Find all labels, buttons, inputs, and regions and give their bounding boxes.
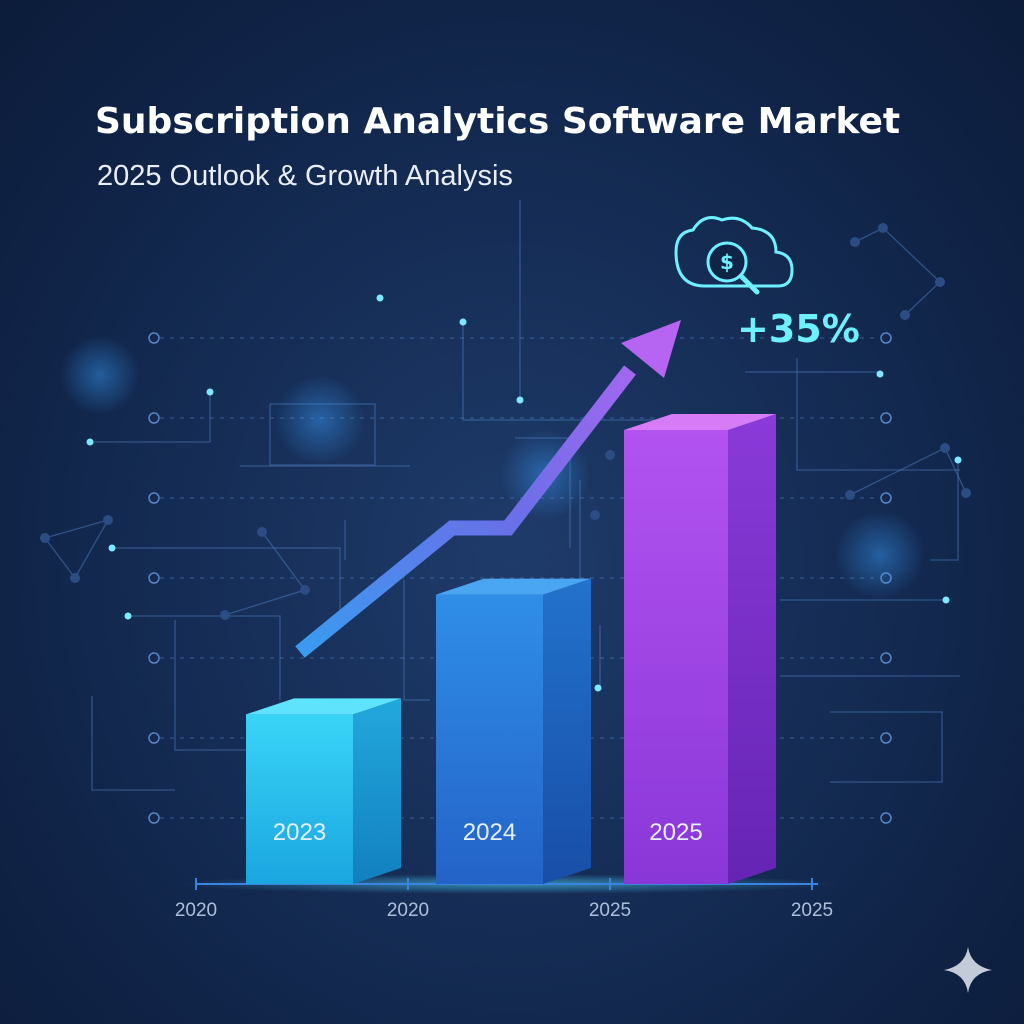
bar-group: 2023 2024 2025 bbox=[246, 414, 776, 884]
bar-front bbox=[624, 430, 728, 884]
network-node bbox=[845, 490, 855, 500]
chart-title: Subscription Analytics Software Market bbox=[95, 101, 901, 142]
network-link bbox=[43, 518, 110, 580]
network-link bbox=[854, 227, 941, 316]
circuit-node bbox=[880, 732, 892, 744]
bar-2023: 2023 bbox=[246, 698, 401, 884]
circuit-dot bbox=[124, 612, 132, 620]
circuit-trace bbox=[830, 711, 943, 783]
circuit-node bbox=[148, 412, 160, 424]
x-tick-label: 2020 bbox=[175, 900, 217, 921]
circuit-node bbox=[880, 412, 892, 424]
growth-arrow-line bbox=[295, 365, 636, 658]
bar-top bbox=[436, 578, 591, 595]
circuit-dot bbox=[376, 294, 384, 302]
network-node bbox=[850, 237, 860, 247]
network-node bbox=[935, 277, 945, 287]
circuit-node bbox=[148, 732, 160, 744]
circuit-dot bbox=[876, 370, 884, 378]
glow-spot bbox=[60, 335, 140, 415]
chart-subtitle: 2025 Outlook & Growth Analysis bbox=[97, 160, 513, 192]
sparkle-icon bbox=[944, 947, 992, 993]
circuit-dot bbox=[459, 318, 467, 326]
network-node bbox=[605, 450, 615, 460]
bar-front bbox=[246, 714, 353, 884]
bar-2025: 2025 bbox=[624, 414, 776, 884]
bar-top bbox=[624, 414, 776, 430]
network-node bbox=[220, 610, 230, 620]
circuit-node bbox=[148, 652, 160, 664]
circuit-node bbox=[148, 812, 160, 824]
circuit-node bbox=[148, 332, 160, 344]
network-node bbox=[878, 223, 888, 233]
bar-side bbox=[353, 698, 401, 884]
network-node bbox=[300, 585, 310, 595]
circuit-node bbox=[148, 492, 160, 504]
circuit-dot bbox=[108, 544, 116, 552]
bar-label: 2024 bbox=[463, 819, 516, 846]
bar-label: 2025 bbox=[649, 819, 702, 846]
x-tick-label: 2025 bbox=[589, 900, 631, 921]
circuit-trace bbox=[112, 547, 341, 610]
circuit-node bbox=[880, 332, 892, 344]
bar-side bbox=[543, 578, 591, 884]
circuit-trace bbox=[91, 696, 175, 791]
circuit-trace bbox=[128, 615, 281, 700]
network-node bbox=[940, 443, 950, 453]
circuit-node bbox=[880, 812, 892, 824]
circuit-dot bbox=[206, 388, 214, 396]
circuit-trace bbox=[796, 358, 960, 471]
growth-label: +35% bbox=[737, 307, 860, 351]
bar-2024: 2024 bbox=[436, 578, 591, 884]
circuit-trace bbox=[462, 322, 700, 421]
network-link bbox=[849, 447, 967, 496]
cloud-dollar-search-icon: $ bbox=[674, 216, 794, 295]
circuit-trace bbox=[930, 460, 959, 561]
bar-top bbox=[246, 698, 401, 715]
network-link bbox=[224, 531, 307, 616]
growth-arrow-head bbox=[621, 320, 681, 378]
bar-side bbox=[728, 414, 776, 884]
circuit-dot bbox=[516, 396, 524, 404]
circuit-trace bbox=[90, 392, 211, 443]
network-node bbox=[103, 515, 113, 525]
glow-spot bbox=[835, 510, 925, 600]
circuit-trace bbox=[403, 580, 430, 701]
circuit-dot bbox=[86, 438, 94, 446]
network-node bbox=[900, 310, 910, 320]
circuit-node bbox=[880, 492, 892, 504]
bar-label: 2023 bbox=[273, 819, 326, 846]
network-node bbox=[70, 573, 80, 583]
circuit-dot bbox=[594, 684, 602, 692]
network-node bbox=[257, 527, 267, 537]
circuit-dot bbox=[942, 596, 950, 604]
bar-front bbox=[436, 594, 543, 884]
network-node bbox=[40, 533, 50, 543]
x-axis-ticks: 2020 2020 2025 2025 bbox=[175, 878, 833, 921]
circuit-node bbox=[148, 572, 160, 584]
x-tick-label: 2025 bbox=[791, 900, 833, 921]
dollar-glyph: $ bbox=[720, 250, 734, 274]
glow-spot bbox=[275, 375, 365, 465]
network-node bbox=[590, 510, 600, 520]
circuit-dot bbox=[954, 456, 962, 464]
network-node bbox=[961, 488, 971, 498]
circuit-trace bbox=[174, 620, 270, 751]
x-tick-label: 2020 bbox=[387, 900, 429, 921]
circuit-node bbox=[880, 652, 892, 664]
circuit-nodes bbox=[40, 223, 971, 824]
